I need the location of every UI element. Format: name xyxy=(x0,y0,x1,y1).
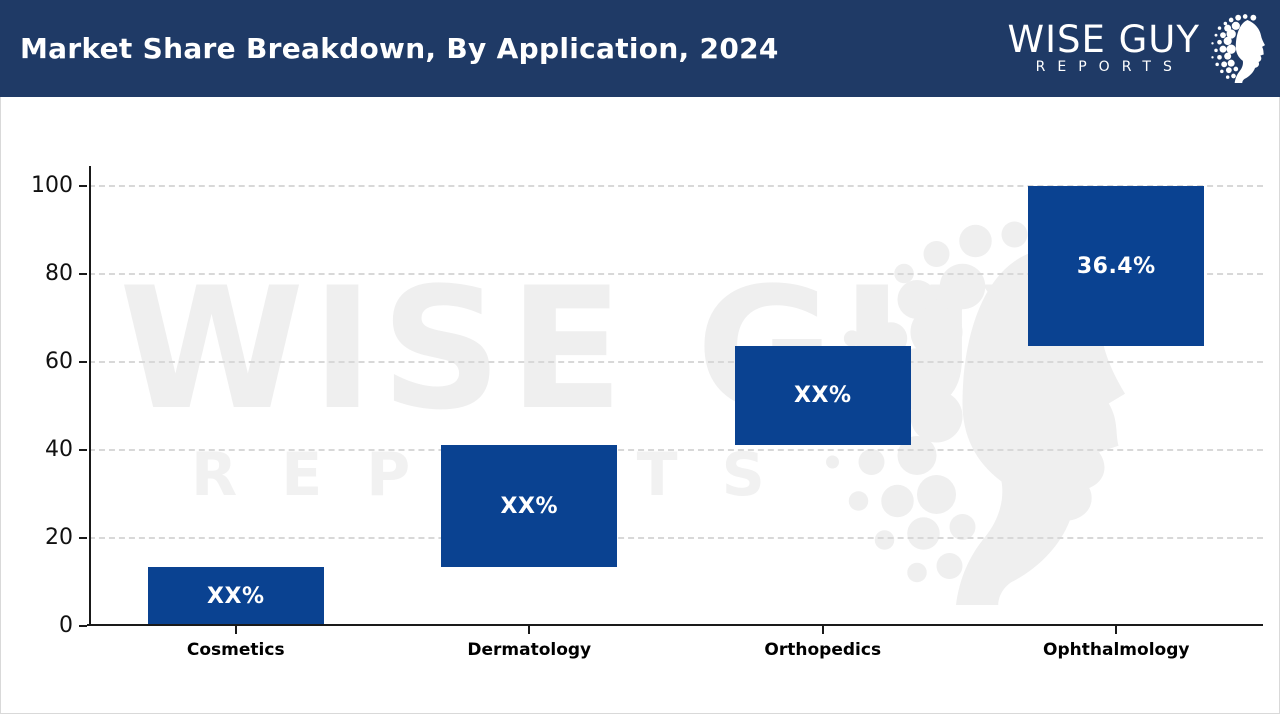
bar-value-label: XX% xyxy=(500,493,558,519)
bar-cosmetics: XX% xyxy=(147,567,324,626)
y-tick-0 xyxy=(79,625,87,627)
x-tick-ophthalmology xyxy=(1115,626,1118,634)
y-axis-line xyxy=(89,166,91,626)
bar-ophthalmology: 36.4% xyxy=(1028,186,1205,347)
page-title: Market Share Breakdown, By Application, … xyxy=(20,32,779,65)
x-tick-dermatology xyxy=(528,626,531,634)
brand-logo: WISE GUY REPORTS xyxy=(1008,6,1272,90)
y-tick-20 xyxy=(79,537,87,539)
gridline-80 xyxy=(89,273,1263,275)
bar-value-label: XX% xyxy=(794,383,852,409)
y-tick-label-0: 0 xyxy=(59,613,73,638)
brand-logo-text: WISE GUY REPORTS xyxy=(1007,17,1200,76)
bar-dermatology: XX% xyxy=(441,445,618,568)
y-tick-label-40: 40 xyxy=(45,437,73,462)
x-category-label: Dermatology xyxy=(467,640,592,660)
gridline-40 xyxy=(89,449,1263,451)
bar-value-label: XX% xyxy=(207,584,265,610)
brand-name: WISE GUY xyxy=(1007,17,1200,61)
y-tick-label-100: 100 xyxy=(31,173,73,198)
bar-orthopedics: XX% xyxy=(734,346,911,446)
gridline-20 xyxy=(89,537,1263,539)
y-tick-label-20: 20 xyxy=(45,525,73,550)
gridline-60 xyxy=(89,361,1263,363)
x-category-label: Ophthalmology xyxy=(1043,640,1190,660)
x-tick-orthopedics xyxy=(821,626,824,634)
plot-area: 0 20 40 60 80 100 XX% Cosmetics XX% Dermatology XX… xyxy=(31,166,1263,660)
x-axis-line xyxy=(87,624,1263,626)
x-category-label: Orthopedics xyxy=(764,640,882,660)
wiseguy-head-icon xyxy=(1202,6,1272,90)
gridline-100 xyxy=(89,185,1263,187)
y-tick-40 xyxy=(79,449,87,451)
bar-value-label: 36.4% xyxy=(1076,253,1156,279)
x-category-label: Cosmetics xyxy=(186,640,285,660)
brand-subtitle: REPORTS xyxy=(1035,59,1184,76)
y-tick-label-60: 60 xyxy=(45,349,73,374)
y-tick-label-80: 80 xyxy=(45,261,73,286)
header: Market Share Breakdown, By Application, … xyxy=(0,0,1280,97)
chart-canvas: WISE GUY REPORTS 020406080100XX%Cosmetic… xyxy=(0,97,1280,714)
y-tick-60 xyxy=(79,361,87,363)
x-tick-cosmetics xyxy=(234,626,237,634)
y-tick-80 xyxy=(79,273,87,275)
y-tick-100 xyxy=(79,185,87,187)
